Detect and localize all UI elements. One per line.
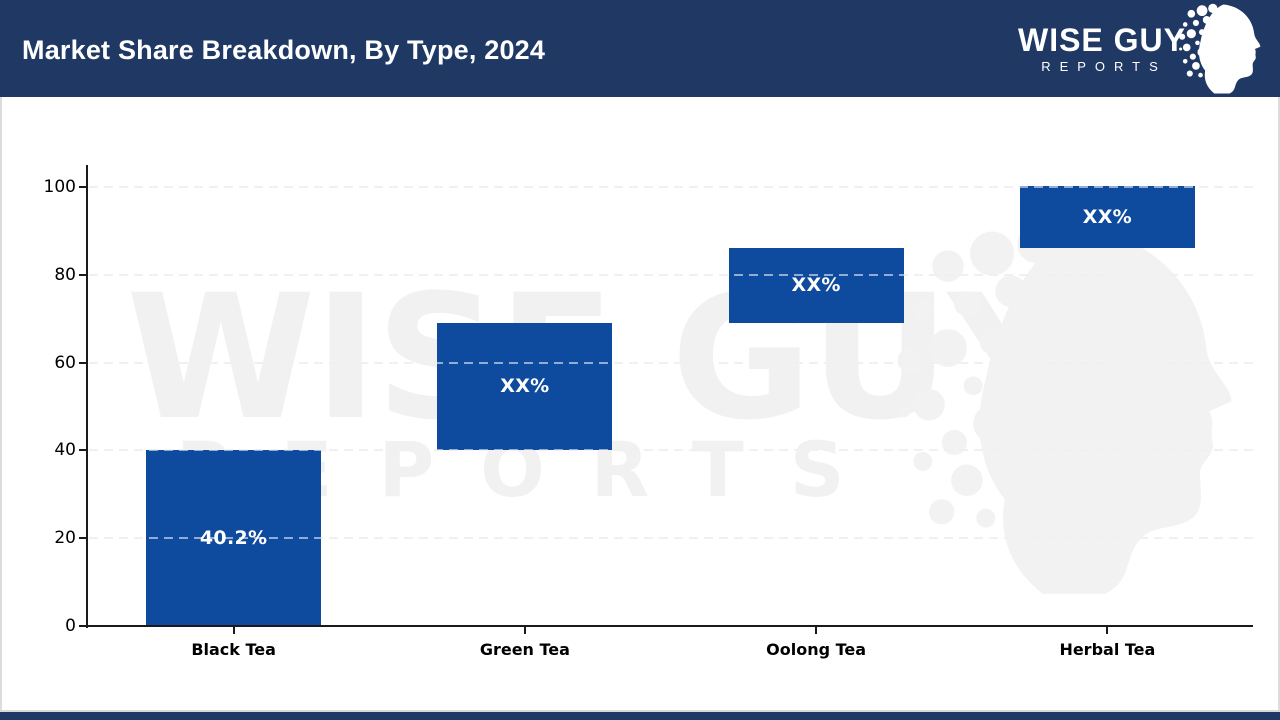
x-axis-line <box>85 625 1253 627</box>
y-axis-tick-label: 60 <box>54 352 76 373</box>
bar-value-label: XX% <box>791 274 841 297</box>
header-bar: Market Share Breakdown, By Type, 2024 WI… <box>0 0 1280 97</box>
x-tick <box>1106 627 1109 634</box>
x-tick <box>815 627 818 634</box>
right-border <box>1278 97 1280 712</box>
logo-subtext: REPORTS <box>1041 59 1167 74</box>
y-tick <box>79 625 87 627</box>
gridline-overlay <box>89 449 1253 452</box>
y-axis-line <box>86 165 88 628</box>
y-axis-tick-label: 80 <box>54 264 76 285</box>
x-axis-label: Green Tea <box>479 640 570 659</box>
bar-value-label: XX% <box>1082 205 1132 228</box>
x-tick <box>523 627 526 634</box>
y-axis-tick-label: 40 <box>54 440 76 461</box>
logo-text: WISE GUY REPORTS <box>1018 24 1186 73</box>
y-axis-tick-label: 20 <box>54 528 76 549</box>
x-tick <box>232 627 235 634</box>
y-tick <box>79 537 87 540</box>
wise-guy-reports-logo: WISE GUY REPORTS <box>1018 3 1272 95</box>
y-tick <box>79 186 87 188</box>
bar-oolong-tea: XX% <box>728 247 904 324</box>
gridline-overlay <box>89 361 1253 364</box>
x-axis-label: Oolong Tea <box>766 640 867 659</box>
y-tick <box>79 449 87 452</box>
left-border <box>0 97 2 712</box>
bar-herbal-tea: XX% <box>1019 186 1195 248</box>
x-axis-label: Black Tea <box>191 640 276 659</box>
x-axis-label: Herbal Tea <box>1059 640 1156 659</box>
y-axis-tick-label: 100 <box>43 177 76 197</box>
gridline-overlay <box>89 186 1253 188</box>
y-axis-tick-label: 0 <box>65 616 76 636</box>
y-tick <box>79 361 87 364</box>
footer-strip <box>0 712 1280 720</box>
bar-value-label: XX% <box>500 375 550 398</box>
gridline-overlay <box>89 273 1253 276</box>
page-title: Market Share Breakdown, By Type, 2024 <box>22 35 546 65</box>
logo-wordmark: WISE GUY <box>1017 22 1186 58</box>
y-tick <box>79 273 87 276</box>
gridline-overlay <box>89 537 1253 540</box>
bar-green-tea: XX% <box>437 323 613 450</box>
footer-rule <box>0 710 1280 712</box>
